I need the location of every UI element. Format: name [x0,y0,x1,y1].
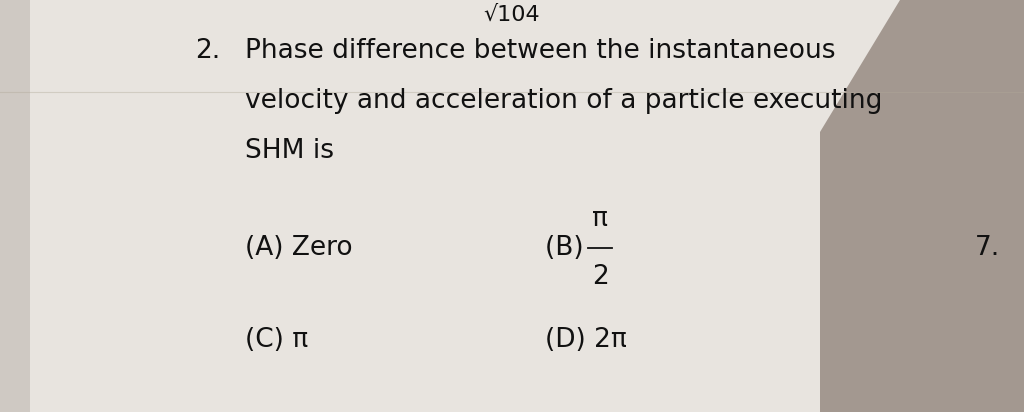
Text: (A) Zero: (A) Zero [245,235,352,261]
Polygon shape [820,0,1024,412]
Text: √104: √104 [483,5,541,25]
Text: Phase difference between the instantaneous: Phase difference between the instantaneo… [245,38,836,64]
Text: 2.: 2. [195,38,220,64]
Text: 7.: 7. [975,235,1000,261]
Text: (D) 2π: (D) 2π [545,327,627,353]
Text: (C) π: (C) π [245,327,308,353]
Text: SHM is: SHM is [245,138,334,164]
Text: 2: 2 [592,264,608,290]
Text: (B): (B) [545,235,592,261]
FancyBboxPatch shape [0,0,30,412]
Text: velocity and acceleration of a particle executing: velocity and acceleration of a particle … [245,88,883,114]
Text: π: π [592,206,608,232]
